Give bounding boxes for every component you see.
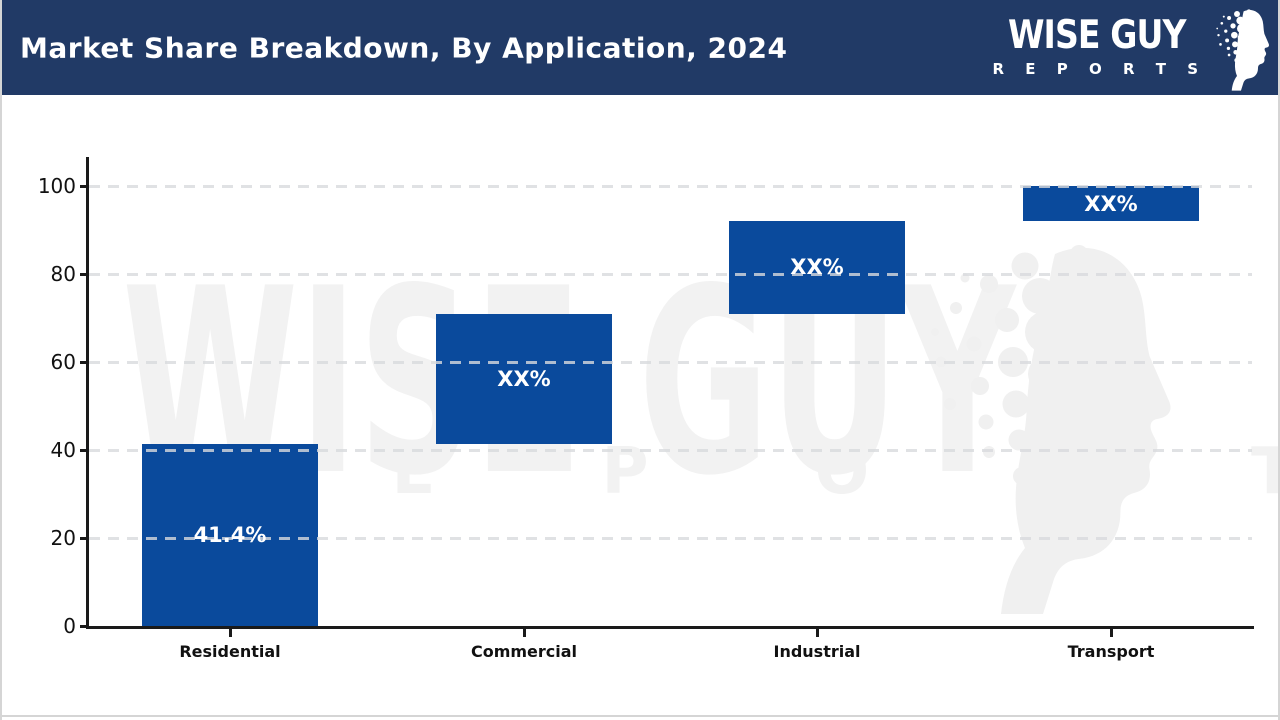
y-tick-mark-0 (80, 625, 88, 628)
bar-value-label-industrial: XX% (790, 255, 844, 280)
x-tick-mark-residential (229, 629, 232, 637)
gridline-80 (89, 273, 1252, 276)
logo-text: WISE GUY R E P O R T S (987, 12, 1206, 78)
bar-value-label-residential: 41.4% (193, 522, 267, 547)
header-bar: Market Share Breakdown, By Application, … (0, 0, 1280, 95)
x-axis-label-residential: Residential (179, 642, 281, 661)
page-border-left (0, 0, 2, 720)
gridline-100 (89, 185, 1252, 188)
x-axis-label-industrial: Industrial (773, 642, 861, 661)
bar-transport (1023, 186, 1199, 222)
y-tick-label-20: 20 (50, 526, 76, 550)
logo-subtitle: R E P O R T S (992, 60, 1206, 78)
bar-commercial (436, 313, 612, 444)
y-tick-mark-100 (80, 185, 88, 188)
x-tick-mark-industrial (816, 629, 819, 637)
y-tick-mark-60 (80, 361, 88, 364)
x-tick-mark-commercial (523, 629, 526, 637)
x-tick-mark-transport (1110, 629, 1113, 637)
y-tick-label-0: 0 (63, 614, 76, 638)
logo-face-icon (1204, 6, 1270, 92)
page-border-right (1278, 0, 1280, 720)
gridline-60 (89, 361, 1252, 364)
x-axis-label-commercial: Commercial (470, 642, 578, 661)
y-tick-mark-80 (80, 273, 88, 276)
y-tick-mark-20 (80, 537, 88, 540)
y-tick-label-40: 40 (50, 438, 76, 462)
y-axis-line (86, 157, 89, 629)
x-axis-label-transport: Transport (1067, 642, 1155, 661)
y-tick-label-60: 60 (50, 350, 76, 374)
page-title: Market Share Breakdown, By Application, … (20, 31, 788, 64)
y-tick-label-100: 100 (37, 174, 76, 198)
bar-value-label-commercial: XX% (497, 366, 551, 391)
watermark-face-icon (875, 230, 1175, 620)
bar-value-label-transport: XX% (1084, 191, 1138, 216)
chart-area: WISE GUY R E P O R T S 41.4%XX%XX%XX% 02… (0, 95, 1280, 720)
x-axis-line (86, 626, 1254, 629)
bar-residential (142, 443, 318, 626)
y-tick-mark-40 (80, 449, 88, 452)
logo-wordmark: WISE GUY (1007, 12, 1186, 59)
bar-industrial (729, 221, 905, 314)
gridline-40 (89, 449, 1252, 452)
y-tick-label-80: 80 (50, 262, 76, 286)
gridline-20 (89, 537, 1252, 540)
page-border-bottom (0, 715, 1280, 717)
wise-guy-reports-logo: WISE GUY R E P O R T S (993, 4, 1272, 92)
